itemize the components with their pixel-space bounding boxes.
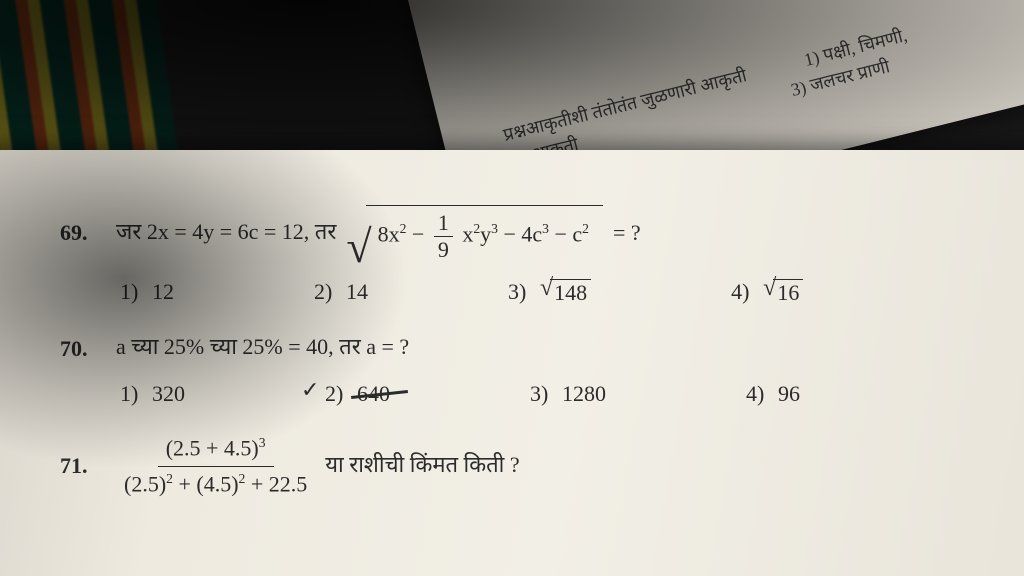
q69-stem: जर 2x = 4y = 6c = 12, तर <box>116 219 336 248</box>
q69-opt1: 1) 12 <box>120 279 174 306</box>
q70-opt3-num: 3) <box>530 381 554 407</box>
q69-frac-den: 9 <box>434 237 453 261</box>
q70-opt2-num: 2) <box>325 381 349 407</box>
question-69: 69. जर 2x = 4y = 6c = 12, तर √ 8x2 − 1 9… <box>60 205 1020 306</box>
q69-term5-pow: 2 <box>582 221 589 236</box>
q70-number: 70. <box>60 336 106 362</box>
question-paper: 69. जर 2x = 4y = 6c = 12, तर √ 8x2 − 1 9… <box>0 150 1024 576</box>
q70-opt1: 1) 320 <box>120 381 185 407</box>
q69-opt3-num: 3) <box>508 279 532 306</box>
q69-minus2: − 4c <box>503 222 542 247</box>
q69-opt2-val: 14 <box>346 279 368 306</box>
q69-opt4-num: 4) <box>731 279 755 306</box>
q69-minus1: − <box>412 222 430 247</box>
q71-num-base: (2.5 + 4.5) <box>166 435 259 460</box>
q69-minus3: − c <box>554 222 582 247</box>
q69-fraction: 1 9 <box>434 212 453 261</box>
q69-term4-pow: 3 <box>542 221 549 236</box>
q70-options: 1)320 ✓2)640 3)1280 4)96 <box>120 381 1020 407</box>
q69-options: 1) 12 2) 14 3) √148 4) √16 <box>120 279 1020 306</box>
q69-term1-pow: 2 <box>400 221 407 236</box>
q70-opt1-num: 1) <box>120 381 144 407</box>
tick-mark-icon: ✓ <box>301 377 319 403</box>
q70-opt2-val: 640 <box>357 381 390 407</box>
question-71: 71. (2.5 + 4.5)3 (2.5)2 + (4.5)2 + 22.5 … <box>60 435 1020 497</box>
q69-opt4-val: 16 <box>773 279 803 306</box>
q69-term3: y <box>480 222 491 247</box>
q69-number: 69. <box>60 220 106 246</box>
q71-den-a-pow: 2 <box>166 471 173 486</box>
q71-number: 71. <box>60 453 106 479</box>
q69-term2: x <box>462 222 473 247</box>
q70-opt1-val: 320 <box>152 381 185 407</box>
q71-fraction: (2.5 + 4.5)3 (2.5)2 + (4.5)2 + 22.5 <box>116 435 315 497</box>
q71-tail: या राशीची किंमत किती ? <box>325 452 519 481</box>
question-70: 70. a च्या 25% च्या 25% = 40, तर a = ? 1… <box>60 334 1020 407</box>
q69-term1: 8x <box>378 222 400 247</box>
q69-opt1-num: 1) <box>120 279 144 306</box>
q69-opt1-val: 12 <box>152 279 174 306</box>
q71-den-a: (2.5) <box>124 471 166 496</box>
q69-frac-num: 1 <box>434 212 453 237</box>
q70-opt3: 3) 1280 <box>530 381 606 407</box>
q71-num-pow: 3 <box>259 435 266 450</box>
q69-opt3-sqrt: √148 <box>540 279 591 306</box>
q69-opt3-val: 148 <box>550 279 591 306</box>
q70-stem: a च्या 25% च्या 25% = 40, तर a = ? <box>116 334 409 363</box>
q69-opt4-sqrt: √16 <box>763 279 803 306</box>
q69-opt4: 4) √16 <box>731 279 803 306</box>
q70-opt3-val: 1280 <box>562 381 606 407</box>
q70-opt4-val: 96 <box>778 381 800 407</box>
q69-opt3: 3) √148 <box>508 279 591 306</box>
q69-tail: = ? <box>613 220 641 246</box>
q70-opt2: ✓2)640 <box>325 381 390 407</box>
q70-opt4-num: 4) <box>746 381 770 407</box>
q69-opt2-num: 2) <box>314 279 338 306</box>
q71-den-c: + 22.5 <box>245 471 307 496</box>
q69-term3-pow: 3 <box>491 221 498 236</box>
q69-opt2: 2) 14 <box>314 279 368 306</box>
q70-opt4: 4) 96 <box>746 381 800 407</box>
q69-sqrt: √ 8x2 − 1 9 x2y3 − 4c3 − c2 <box>346 205 603 261</box>
q71-den-b: + (4.5) <box>173 471 239 496</box>
